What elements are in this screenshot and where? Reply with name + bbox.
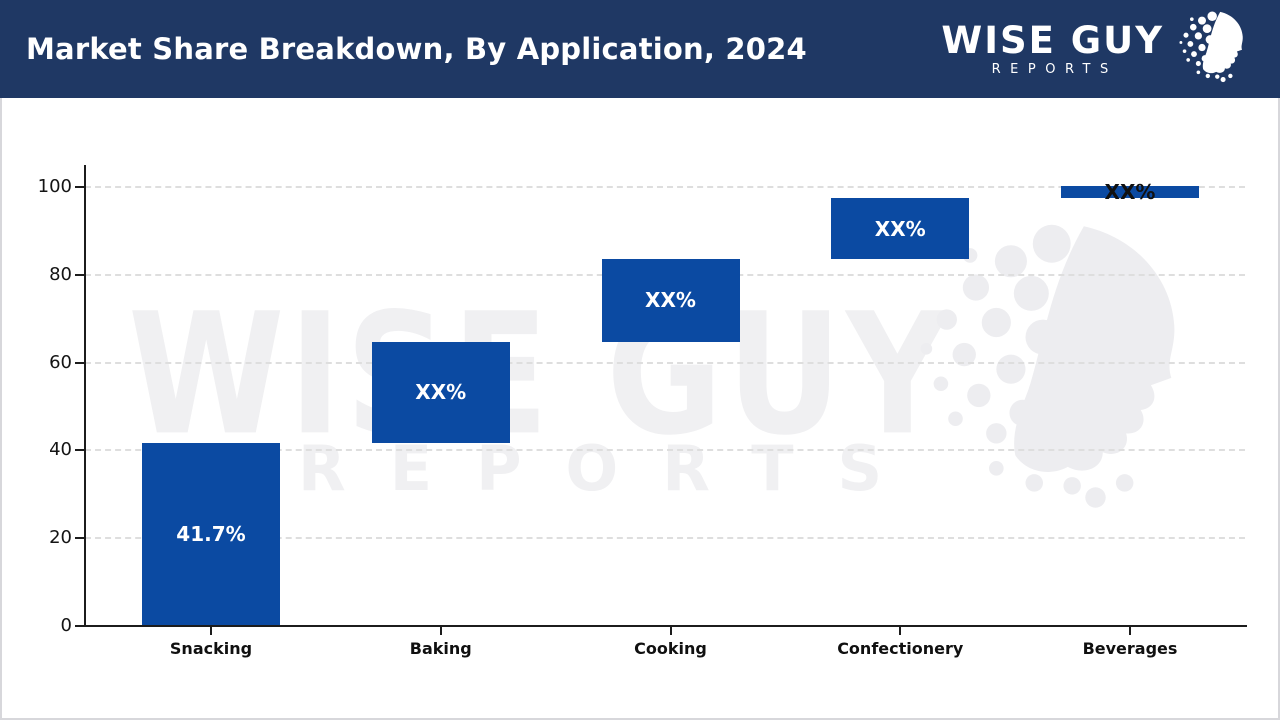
x-axis-label-baking: Baking — [409, 639, 472, 658]
bar-value-label: 41.7% — [176, 522, 246, 547]
y-tick-mark — [75, 273, 84, 276]
bar-confectionery: XX% — [831, 197, 970, 260]
logo-wordmark: WISE GUY — [941, 19, 1164, 62]
y-tick-label: 80 — [49, 263, 72, 285]
y-tick-mark — [75, 625, 84, 627]
bar-beverages: XX% — [1061, 180, 1199, 204]
logo-subtitle: REPORTS — [991, 62, 1118, 77]
x-tick-mark — [669, 627, 672, 635]
gridline-100 — [85, 186, 1245, 188]
x-axis-label-cooking: Cooking — [634, 639, 707, 658]
x-axis-label-confectionery: Confectionery — [837, 639, 964, 658]
x-tick-mark — [439, 627, 442, 635]
bar-value-label: XX% — [645, 288, 696, 313]
y-axis-spine — [84, 165, 86, 627]
bar-value-label: XX% — [874, 216, 926, 241]
wiseguy-face-icon — [1179, 11, 1243, 83]
x-tick-mark — [210, 627, 212, 635]
y-tick-mark — [75, 186, 84, 188]
bar-cooking: XX% — [601, 259, 740, 342]
x-tick-mark — [1129, 627, 1131, 635]
gridline-40 — [85, 449, 1245, 452]
y-tick-label: 100 — [37, 176, 72, 197]
y-tick-label: 0 — [60, 615, 72, 636]
header-bar: Market Share Breakdown, By Application, … — [0, 0, 1280, 98]
bar-value-label: XX% — [415, 380, 467, 405]
y-tick-mark — [75, 449, 84, 452]
y-tick-mark — [75, 537, 84, 540]
bar-value-label: XX% — [1104, 180, 1156, 205]
x-axis-label-beverages: Beverages — [1082, 639, 1178, 658]
x-tick-mark — [899, 627, 902, 635]
gridline-20 — [85, 537, 1245, 540]
x-axis-label-snacking: Snacking — [169, 639, 253, 658]
bar-baking: XX% — [371, 341, 510, 443]
wiseguy-logo-text: WISE GUY REPORTS — [941, 22, 1164, 76]
y-tick-label: 40 — [49, 439, 72, 461]
watermark-subtitle: REPORTS — [298, 432, 927, 505]
wiseguy-logo: WISE GUY REPORTS — [941, 9, 1254, 89]
chart-title: Market Share Breakdown, By Application, … — [26, 32, 807, 66]
x-axis-spine — [84, 625, 1247, 627]
y-tick-mark — [75, 361, 84, 364]
gridline-60 — [85, 361, 1245, 364]
watermark-wordmark: WISE GUY — [128, 277, 953, 473]
bar-snacking: 41.7% — [142, 442, 280, 626]
y-tick-label: 60 — [49, 351, 72, 373]
y-tick-label: 20 — [49, 527, 72, 549]
